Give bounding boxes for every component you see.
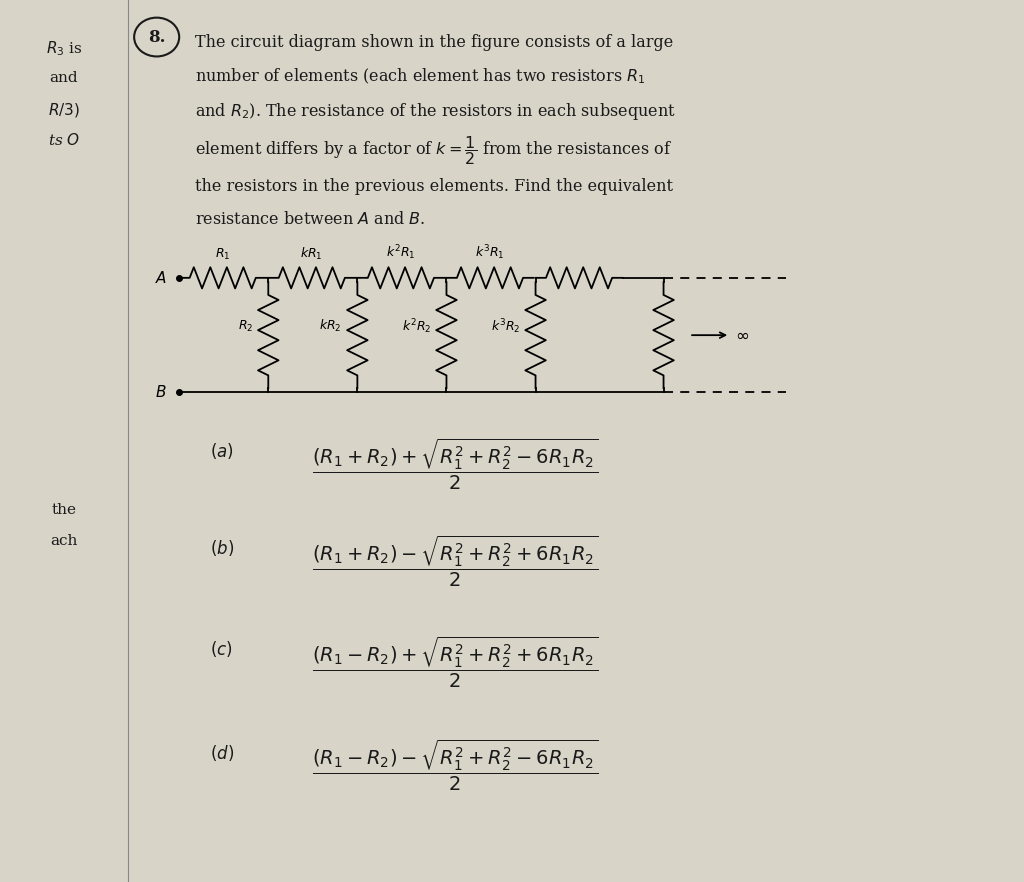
Text: and: and (50, 71, 78, 85)
Text: number of elements (each element has two resistors $R_1$: number of elements (each element has two… (195, 67, 645, 86)
Text: 8.: 8. (147, 28, 166, 46)
Text: $A$: $A$ (155, 270, 167, 286)
Text: $R_1$: $R_1$ (215, 247, 230, 262)
Text: resistance between $A$ and $B$.: resistance between $A$ and $B$. (195, 211, 425, 228)
Text: $\infty$: $\infty$ (735, 326, 750, 344)
Text: $\dfrac{(R_1-R_2)+\sqrt{R_1^2+R_2^2+6R_1R_2}}{2}$: $\dfrac{(R_1-R_2)+\sqrt{R_1^2+R_2^2+6R_1… (312, 635, 599, 691)
Text: $B$: $B$ (156, 385, 167, 400)
Text: the: the (51, 503, 77, 517)
Text: $R/3)$: $R/3)$ (48, 101, 80, 119)
Text: $k^2R_2$: $k^2R_2$ (401, 317, 431, 336)
Text: $(a)$: $(a)$ (210, 441, 233, 461)
Text: $R_2$: $R_2$ (238, 318, 253, 334)
Text: $k^2R_1$: $k^2R_1$ (386, 243, 416, 262)
Text: the resistors in the previous elements. Find the equivalent: the resistors in the previous elements. … (195, 177, 673, 195)
Text: The circuit diagram shown in the figure consists of a large: The circuit diagram shown in the figure … (195, 34, 673, 50)
Text: element differs by a factor of $k = \dfrac{1}{2}$ from the resistances of: element differs by a factor of $k = \dfr… (195, 134, 672, 167)
Text: $\dfrac{(R_1-R_2)-\sqrt{R_1^2+R_2^2-6R_1R_2}}{2}$: $\dfrac{(R_1-R_2)-\sqrt{R_1^2+R_2^2-6R_1… (312, 738, 599, 794)
Text: $(b)$: $(b)$ (210, 538, 234, 558)
Text: $(d)$: $(d)$ (210, 743, 234, 763)
Text: and $R_2$). The resistance of the resistors in each subsequent: and $R_2$). The resistance of the resist… (195, 101, 676, 122)
Text: $\dfrac{(R_1+R_2)+\sqrt{R_1^2+R_2^2-6R_1R_2}}{2}$: $\dfrac{(R_1+R_2)+\sqrt{R_1^2+R_2^2-6R_1… (312, 437, 599, 492)
Text: $k^3R_2$: $k^3R_2$ (490, 317, 520, 336)
Text: $kR_2$: $kR_2$ (319, 318, 342, 334)
Text: ach: ach (50, 534, 78, 548)
Text: $(c)$: $(c)$ (210, 639, 232, 660)
Text: ts $O$: ts $O$ (48, 132, 80, 148)
Text: $R_3$ is: $R_3$ is (46, 40, 82, 58)
Text: $kR_1$: $kR_1$ (300, 246, 324, 262)
Text: $k^3R_1$: $k^3R_1$ (475, 243, 505, 262)
Text: $\dfrac{(R_1+R_2)-\sqrt{R_1^2+R_2^2+6R_1R_2}}{2}$: $\dfrac{(R_1+R_2)-\sqrt{R_1^2+R_2^2+6R_1… (312, 534, 599, 589)
